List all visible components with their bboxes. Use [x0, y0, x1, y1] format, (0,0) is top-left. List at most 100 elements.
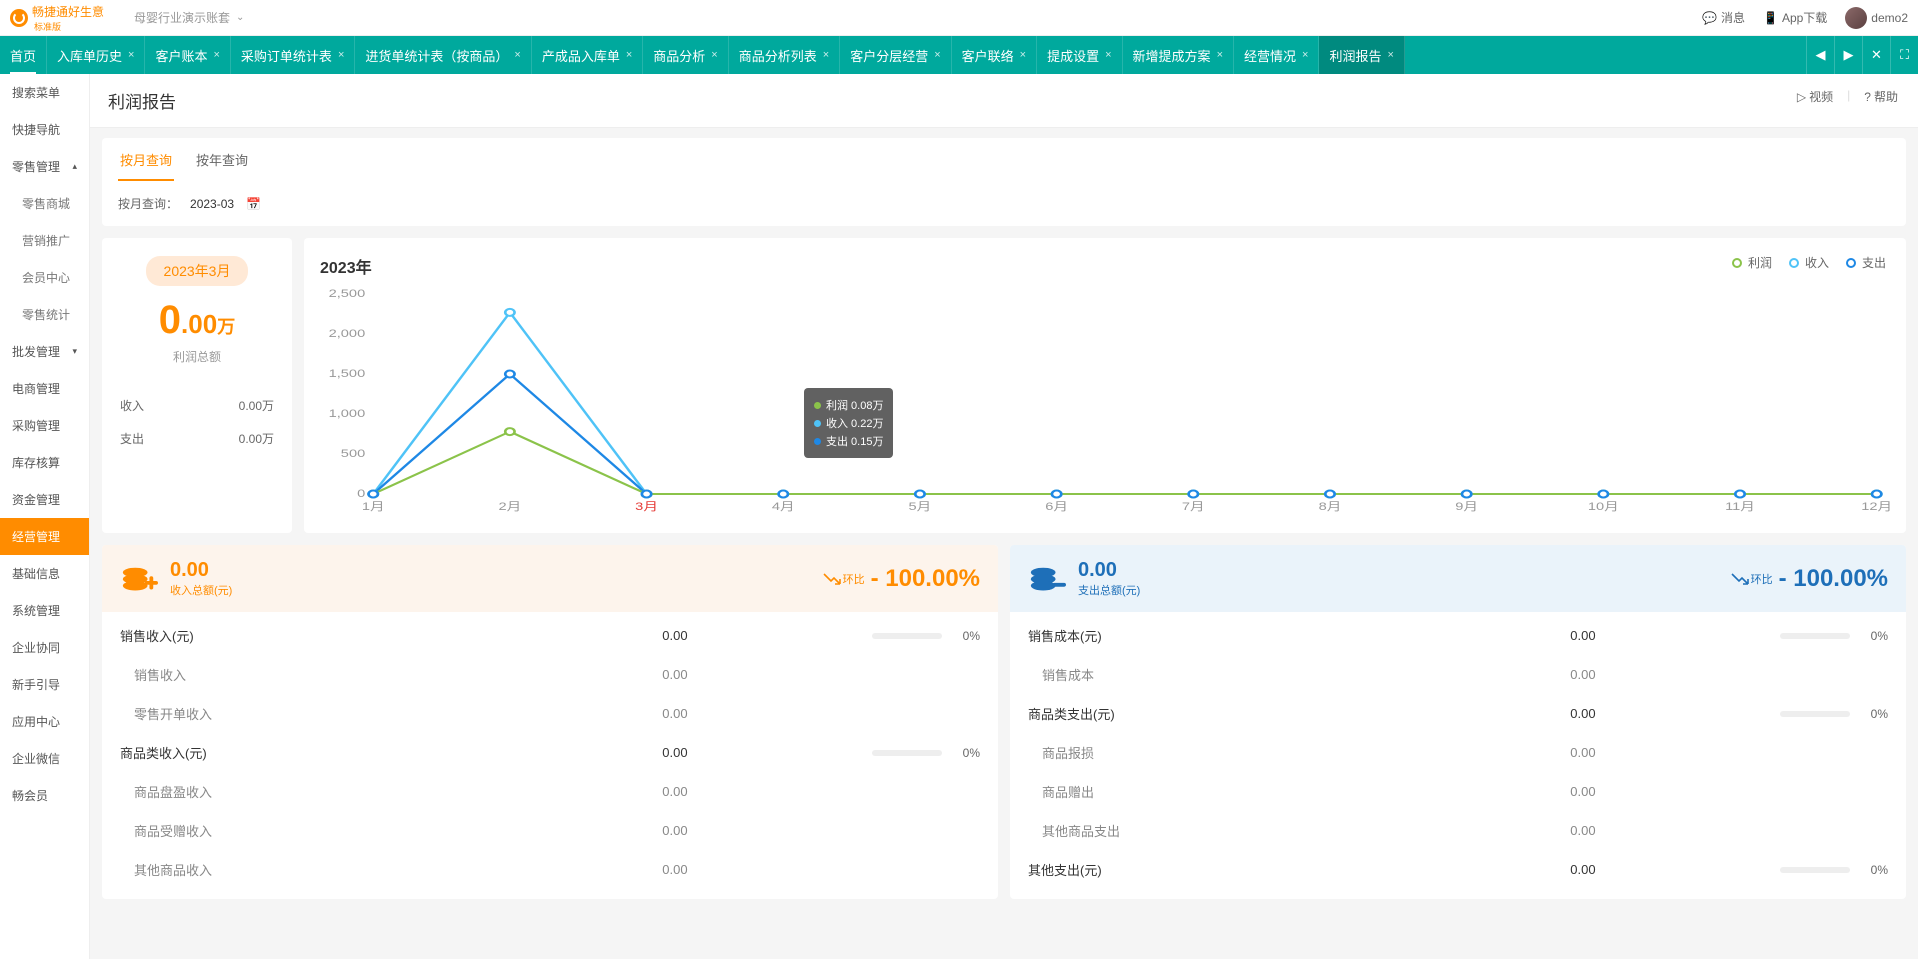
progress-bar [1780, 633, 1850, 639]
brand-name: 畅捷通好生意 [32, 3, 104, 20]
chart-title: 2023年 [320, 254, 1890, 278]
svg-text:8月: 8月 [1319, 500, 1342, 513]
sidebar-item[interactable]: 零售管理▴ [0, 148, 89, 185]
sidebar-item[interactable]: 营销推广 [0, 222, 89, 259]
close-icon[interactable]: × [1217, 49, 1223, 61]
page-tools: ▷视频 | ?帮助 [1797, 88, 1898, 105]
sidebar-item[interactable]: 库存核算 [0, 444, 89, 481]
tab-item[interactable]: 入库单历史× [47, 36, 145, 74]
tab-item[interactable]: 经营情况× [1234, 36, 1319, 74]
close-icon[interactable]: × [626, 49, 632, 61]
sidebar-item[interactable]: 会员中心 [0, 259, 89, 296]
close-icon[interactable]: × [934, 49, 940, 61]
svg-text:1月: 1月 [362, 500, 385, 513]
sidebar-item[interactable]: 快捷导航 [0, 111, 89, 148]
progress-bar [872, 750, 942, 756]
content: 利润报告 ▷视频 | ?帮助 按月查询 按年查询 按月查询： 2023-03 📅… [90, 74, 1918, 959]
messages-link[interactable]: 💬 消息 [1702, 9, 1745, 26]
sidebar-item[interactable]: 基础信息 [0, 555, 89, 592]
trend-down-icon [823, 572, 841, 586]
income-trend-pct: - 100.00% [871, 565, 980, 593]
sidebar-item[interactable]: 经营管理 [0, 518, 89, 555]
tab-item[interactable]: 进货单统计表（按商品）× [355, 36, 531, 74]
sidebar-item[interactable]: 搜索菜单 [0, 74, 89, 111]
detail-row: 零售开单收入0.00 [120, 694, 980, 733]
expense-label: 支出总额(元) [1078, 582, 1140, 598]
org-name: 母婴行业演示账套 [134, 9, 230, 26]
tabs-next-button[interactable]: ▶ [1834, 36, 1862, 74]
tab-item[interactable]: 客户联络× [952, 36, 1037, 74]
close-icon[interactable]: × [213, 49, 219, 61]
tab-item[interactable]: 利润报告× [1319, 36, 1404, 74]
close-icon[interactable]: × [1387, 49, 1393, 61]
income-card-header: 0.00 收入总额(元) 环比 - 100.00% [102, 545, 998, 612]
tab-item[interactable]: 新增提成方案× [1123, 36, 1234, 74]
tab-item[interactable]: 客户分层经营× [840, 36, 951, 74]
detail-row: 商品类收入(元)0.000% [120, 733, 980, 772]
close-icon[interactable]: × [1105, 49, 1111, 61]
tab-item[interactable]: 采购订单统计表× [231, 36, 355, 74]
close-icon[interactable]: × [1020, 49, 1026, 61]
row-value: 0.00 [1355, 667, 1596, 682]
row-value: 0.00 [447, 667, 688, 682]
detail-row: 商品报损0.00 [1028, 733, 1888, 772]
close-icon[interactable]: × [128, 49, 134, 61]
tabs-prev-button[interactable]: ◀ [1806, 36, 1834, 74]
tab-year-query[interactable]: 按年查询 [194, 150, 250, 181]
close-icon[interactable]: × [823, 49, 829, 61]
sidebar-item[interactable]: 企业协同 [0, 629, 89, 666]
sidebar-item[interactable]: 零售商城 [0, 185, 89, 222]
row-name: 其他支出(元) [1028, 860, 1355, 879]
close-icon[interactable]: × [1302, 49, 1308, 61]
video-link[interactable]: ▷视频 [1797, 88, 1833, 105]
org-selector[interactable]: 母婴行业演示账套 ⌄ [134, 9, 244, 26]
close-icon[interactable]: × [711, 49, 717, 61]
sidebar-item[interactable]: 批发管理▾ [0, 333, 89, 370]
tab-month-query[interactable]: 按月查询 [118, 150, 174, 181]
row-value: 0.00 [1355, 784, 1596, 799]
row-value: 0.00 [1355, 628, 1596, 643]
svg-text:10月: 10月 [1588, 500, 1619, 513]
svg-text:2月: 2月 [499, 500, 522, 513]
progress-bar [1780, 867, 1850, 873]
help-link[interactable]: ?帮助 [1864, 88, 1898, 105]
row-name: 销售成本 [1028, 665, 1355, 684]
detail-row: 商品受赠收入0.00 [120, 811, 980, 850]
svg-text:2,000: 2,000 [329, 327, 366, 340]
fullscreen-button[interactable]: ⛶ [1890, 36, 1918, 74]
sidebar-item[interactable]: 零售统计 [0, 296, 89, 333]
query-row: 按月查询： 2023-03 📅 [102, 181, 1906, 226]
tab-item[interactable]: 商品分析列表× [729, 36, 840, 74]
tab-home[interactable]: 首页 [0, 36, 47, 74]
app-download-link[interactable]: 📱 App下载 [1763, 9, 1827, 26]
sidebar-item[interactable]: 应用中心 [0, 703, 89, 740]
close-icon[interactable]: × [338, 49, 344, 61]
sidebar-item[interactable]: 电商管理 [0, 370, 89, 407]
sidebar-item[interactable]: 采购管理 [0, 407, 89, 444]
tab-item[interactable]: 产成品入库单× [532, 36, 643, 74]
sidebar-item[interactable]: 企业微信 [0, 740, 89, 777]
detail-row: 商品类支出(元)0.000% [1028, 694, 1888, 733]
row-value: 0.00 [1355, 862, 1596, 877]
tabs-controls: ◀ ▶ ✕ ⛶ [1806, 36, 1918, 74]
calendar-icon[interactable]: 📅 [246, 197, 261, 211]
coins-minus-icon [1028, 562, 1066, 596]
svg-text:500: 500 [341, 447, 365, 460]
sidebar-item[interactable]: 系统管理 [0, 592, 89, 629]
sidebar-item[interactable]: 资金管理 [0, 481, 89, 518]
row-pct: 0% [1858, 629, 1888, 643]
tabs-close-button[interactable]: ✕ [1862, 36, 1890, 74]
tab-item[interactable]: 提成设置× [1037, 36, 1122, 74]
user-menu[interactable]: demo2 [1845, 7, 1908, 29]
profit-total-label: 利润总额 [116, 348, 278, 365]
sidebar-item[interactable]: 新手引导 [0, 666, 89, 703]
sidebar-item[interactable]: 畅会员 [0, 777, 89, 814]
chevron-icon: ▾ [72, 346, 77, 357]
detail-row: 销售成本(元)0.000% [1028, 616, 1888, 655]
svg-text:3月: 3月 [635, 500, 658, 513]
svg-text:1,500: 1,500 [329, 367, 366, 380]
period-badge: 2023年3月 [146, 256, 249, 286]
tab-item[interactable]: 客户账本× [145, 36, 230, 74]
tab-item[interactable]: 商品分析× [643, 36, 728, 74]
close-icon[interactable]: × [514, 49, 520, 61]
